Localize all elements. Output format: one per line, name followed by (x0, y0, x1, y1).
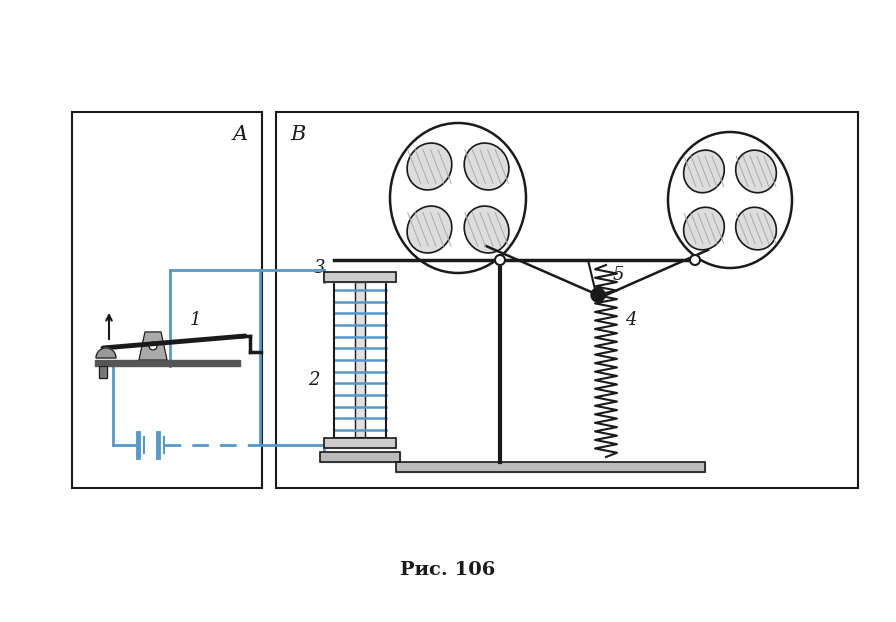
Ellipse shape (407, 143, 452, 190)
Circle shape (149, 342, 157, 350)
Bar (72, 112, 262, 488)
Ellipse shape (684, 207, 724, 250)
Ellipse shape (464, 143, 509, 190)
Ellipse shape (736, 150, 776, 193)
Ellipse shape (736, 207, 776, 250)
Circle shape (495, 255, 505, 265)
Bar (324, 438, 396, 448)
Ellipse shape (390, 123, 526, 273)
Text: B: B (290, 124, 306, 144)
Circle shape (591, 288, 605, 302)
Text: Рис. 106: Рис. 106 (401, 561, 495, 579)
Bar (99, 366, 107, 378)
Text: 2: 2 (308, 371, 320, 389)
Bar (276, 112, 858, 488)
Bar (324, 438, 396, 448)
Wedge shape (96, 348, 116, 358)
Bar (99, 366, 107, 378)
Bar (320, 452, 400, 462)
Polygon shape (139, 332, 167, 360)
Text: 3: 3 (314, 259, 326, 277)
Bar (355, 282, 365, 438)
Ellipse shape (668, 132, 792, 268)
Circle shape (690, 255, 700, 265)
Text: 1: 1 (189, 311, 201, 329)
Bar (320, 452, 400, 462)
Ellipse shape (684, 150, 724, 193)
Bar (396, 462, 705, 472)
Bar (324, 272, 396, 282)
Bar (396, 462, 705, 472)
Ellipse shape (407, 206, 452, 253)
Text: 5: 5 (613, 266, 625, 284)
Bar (334, 282, 386, 438)
Text: A: A (232, 124, 247, 144)
Bar (324, 272, 396, 282)
Bar (355, 282, 365, 438)
Bar (95, 360, 240, 366)
Ellipse shape (464, 206, 509, 253)
Text: 4: 4 (625, 311, 637, 329)
